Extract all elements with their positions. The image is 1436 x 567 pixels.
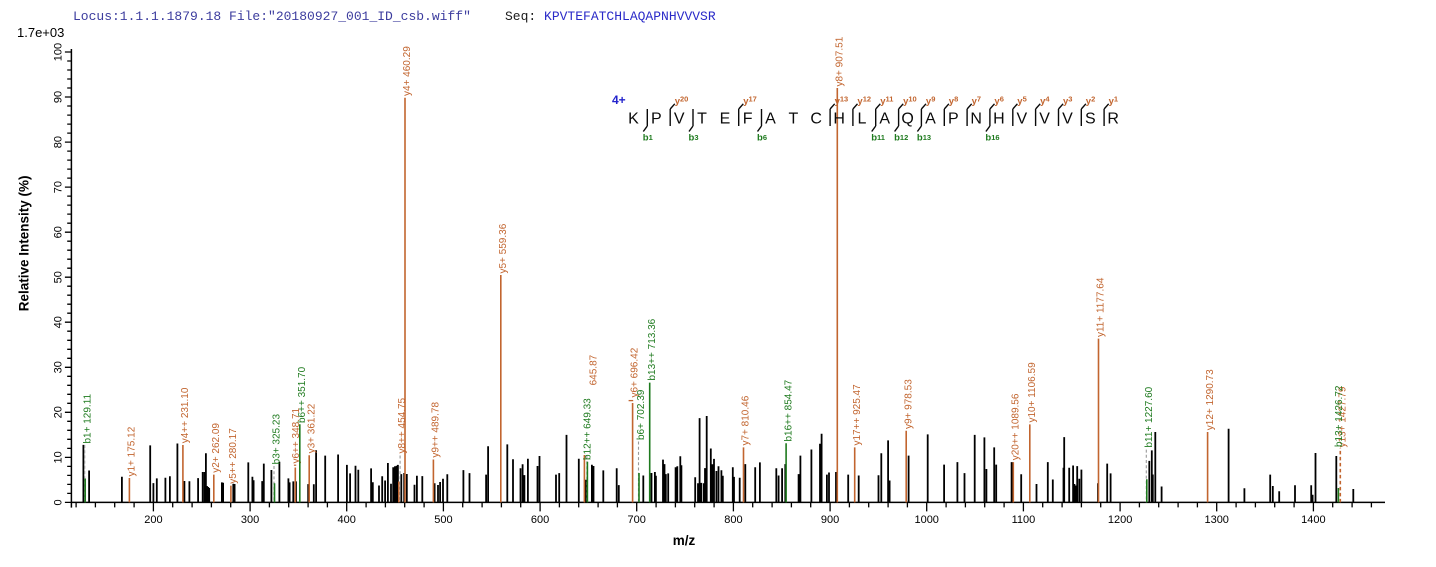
- svg-text:10: 10: [53, 451, 65, 463]
- svg-text:b13: b13: [917, 133, 931, 144]
- svg-text:50: 50: [53, 271, 65, 283]
- svg-text:40: 40: [53, 316, 65, 328]
- svg-text:y6: y6: [994, 95, 1003, 108]
- svg-text:b16++ 854.47: b16++ 854.47: [783, 379, 794, 441]
- svg-text:1000: 1000: [914, 514, 938, 526]
- svg-text:m/z: m/z: [673, 533, 696, 548]
- svg-text:y7+ 810.46: y7+ 810.46: [741, 395, 752, 445]
- svg-text:30: 30: [53, 361, 65, 373]
- svg-text:0: 0: [53, 499, 65, 505]
- svg-text:80: 80: [53, 136, 65, 148]
- svg-text:b13+ 1426.72: b13+ 1426.72: [1334, 385, 1345, 447]
- svg-text:20: 20: [53, 406, 65, 418]
- svg-text:y9: y9: [926, 95, 935, 108]
- svg-text:b1+ 129.11: b1+ 129.11: [82, 393, 93, 443]
- svg-text:1400: 1400: [1301, 514, 1325, 526]
- svg-text:900: 900: [821, 514, 839, 526]
- svg-text:4+: 4+: [612, 93, 626, 107]
- svg-text:y3: y3: [1063, 95, 1072, 108]
- svg-text:y2+ 262.09: y2+ 262.09: [211, 423, 222, 473]
- svg-text:300: 300: [241, 514, 259, 526]
- svg-text:100: 100: [53, 43, 65, 61]
- svg-text:700: 700: [628, 514, 646, 526]
- svg-text:90: 90: [53, 91, 65, 103]
- svg-text:b12: b12: [894, 133, 908, 144]
- svg-text:b6+ 702.39: b6+ 702.39: [636, 389, 647, 440]
- svg-text:800: 800: [724, 514, 742, 526]
- svg-text:y9++ 489.78: y9++ 489.78: [431, 402, 442, 458]
- svg-text:b12++ 649.33: b12++ 649.33: [583, 398, 594, 460]
- svg-text:1300: 1300: [1204, 514, 1228, 526]
- svg-text:Locus:1.1.1.1879.18 File:"2018: Locus:1.1.1.1879.18 File:"20180927_001_I…: [73, 9, 471, 24]
- svg-text:b3+ 325.23: b3+ 325.23: [272, 414, 283, 465]
- svg-text:y6+ 696.42: y6+ 696.42: [629, 347, 640, 397]
- svg-text:1200: 1200: [1108, 514, 1132, 526]
- svg-text:y5: y5: [1017, 95, 1026, 108]
- svg-text:y4: y4: [1040, 95, 1050, 108]
- svg-text:y12+ 1290.73: y12+ 1290.73: [1205, 369, 1216, 430]
- svg-text:b6: b6: [757, 133, 767, 144]
- svg-text:y17++ 925.47: y17++ 925.47: [852, 384, 863, 446]
- svg-text:y6++ 348.71: y6++ 348.71: [291, 407, 302, 463]
- svg-text:y20++ 1089.56: y20++ 1089.56: [1011, 393, 1022, 460]
- svg-text:y2: y2: [1086, 95, 1095, 108]
- svg-text:y4+ 460.29: y4+ 460.29: [402, 46, 413, 96]
- svg-text:400: 400: [338, 514, 356, 526]
- svg-text:y7: y7: [972, 95, 981, 108]
- svg-text:y5+ 559.36: y5+ 559.36: [498, 223, 509, 273]
- svg-text:b11+ 1227.60: b11+ 1227.60: [1144, 386, 1155, 447]
- svg-text:b13++ 713.36: b13++ 713.36: [647, 318, 658, 380]
- svg-text:y3+ 361.22: y3+ 361.22: [306, 403, 317, 453]
- svg-text:Relative Intensity (%): Relative Intensity (%): [17, 176, 32, 312]
- svg-text:60: 60: [53, 226, 65, 238]
- svg-text:1.7e+03: 1.7e+03: [17, 25, 64, 40]
- svg-text:y5++ 280.17: y5++ 280.17: [228, 428, 239, 484]
- svg-text:y1+ 175.12: y1+ 175.12: [127, 426, 138, 476]
- svg-text:y8++ 454.75: y8++ 454.75: [397, 397, 408, 453]
- svg-text:y8: y8: [949, 95, 958, 108]
- svg-text:y10+ 1106.59: y10+ 1106.59: [1027, 362, 1038, 423]
- svg-text:y13+ 1427.79: y13+ 1427.79: [1338, 386, 1349, 447]
- svg-text:500: 500: [434, 514, 452, 526]
- svg-text:b1: b1: [643, 133, 653, 144]
- svg-text:Seq: KPVTEFATCHLAQAPNHVVVSR: Seq: KPVTEFATCHLAQAPNHVVVSR: [505, 9, 716, 24]
- svg-text:y9+ 978.53: y9+ 978.53: [903, 379, 914, 429]
- svg-text:y4++ 231.10: y4++ 231.10: [180, 387, 191, 443]
- svg-text:KPVTEFATCHLAQAPNHVVVSR: KPVTEFATCHLAQAPNHVVVSR: [628, 111, 1119, 128]
- svg-text:600: 600: [531, 514, 549, 526]
- svg-text:1100: 1100: [1012, 514, 1036, 526]
- svg-text:b6++ 351.70: b6++ 351.70: [297, 366, 308, 423]
- svg-text:b3: b3: [689, 133, 699, 144]
- svg-text:y8+ 907.51: y8+ 907.51: [835, 36, 846, 86]
- svg-text:y11+ 1177.64: y11+ 1177.64: [1096, 277, 1107, 337]
- svg-text:y1: y1: [1109, 95, 1118, 108]
- svg-text:200: 200: [144, 514, 162, 526]
- svg-text:70: 70: [53, 181, 65, 193]
- svg-text:b16: b16: [985, 133, 999, 144]
- svg-text:645.87: 645.87: [589, 354, 600, 385]
- svg-text:b11: b11: [871, 133, 885, 144]
